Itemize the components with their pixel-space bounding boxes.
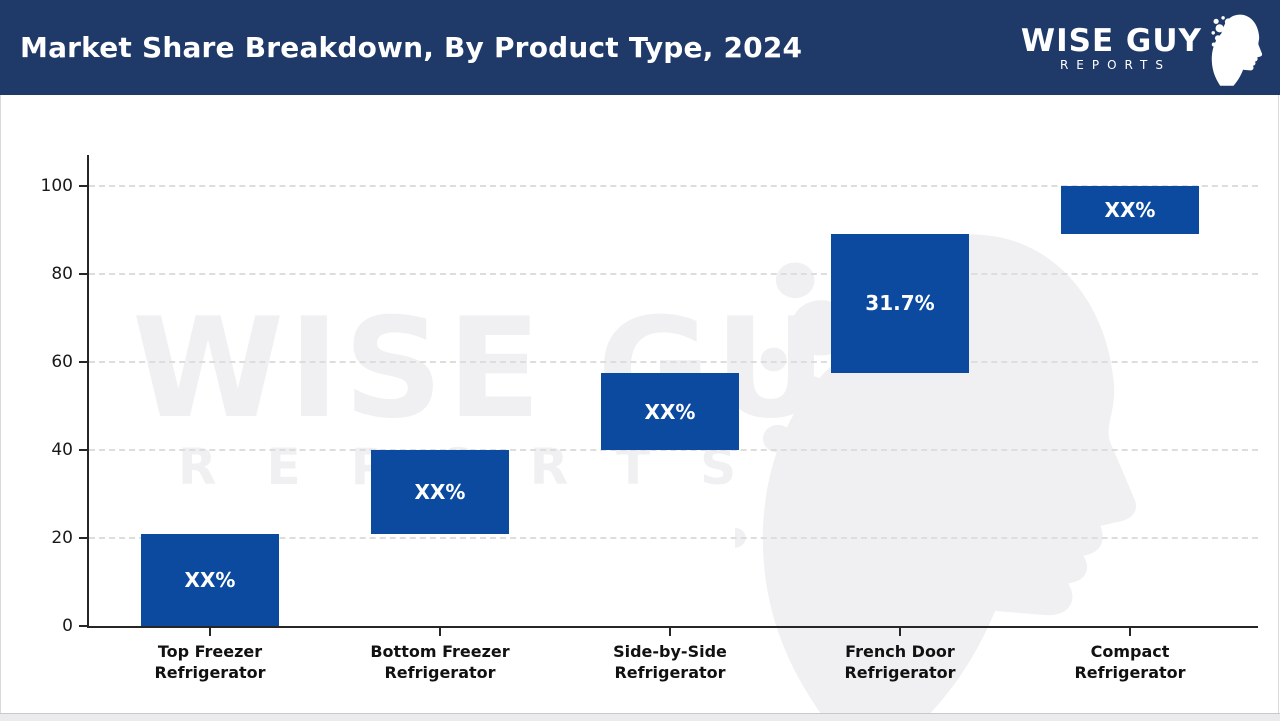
figure-left-border (0, 95, 1, 714)
y-tick-mark-100 (79, 185, 87, 187)
bar-segment: XX% (1061, 186, 1199, 234)
bar-value-label: XX% (644, 399, 696, 424)
bar-segment: 31.7% (831, 233, 969, 373)
y-tick-mark-60 (79, 361, 87, 363)
category-label-line: Top Freezer (157, 642, 263, 661)
y-tick-label-80: 80 (51, 264, 73, 284)
brand-logo-text: WISE GUY REPORTS (1021, 24, 1202, 72)
y-tick-label-40: 40 (51, 440, 73, 460)
y-tick-mark-80 (79, 273, 87, 275)
category-label-line: Compact (1090, 642, 1170, 661)
y-tick-label-100: 100 (40, 176, 73, 196)
x-axis-spine (87, 626, 1258, 628)
y-tick-mark-20 (79, 537, 87, 539)
y-tick-label-60: 60 (51, 352, 73, 372)
category-label-line: Refrigerator (844, 663, 956, 682)
category-label: French Door Refrigerator (780, 641, 1020, 683)
category-label-line: Refrigerator (154, 663, 266, 682)
category-label-line: Bottom Freezer (370, 642, 510, 661)
y-axis-spine (87, 155, 89, 628)
header: Market Share Breakdown, By Product Type,… (0, 0, 1280, 95)
category-label-line: Refrigerator (614, 663, 726, 682)
bar-value-label: 31.7% (865, 291, 935, 316)
bar-segment: XX% (141, 533, 279, 626)
y-tick-mark-40 (79, 449, 87, 451)
footer-strip (0, 713, 1280, 721)
x-tick-mark (669, 628, 671, 636)
brand-logo: WISE GUY REPORTS (1021, 6, 1266, 90)
y-tick-mark-0 (79, 625, 87, 627)
category-label: Top Freezer Refrigerator (90, 641, 330, 683)
bar-segment: XX% (601, 373, 739, 450)
gridline-100 (89, 185, 1258, 187)
figure-right-border (1278, 95, 1279, 714)
y-tick-label-0: 0 (62, 616, 73, 636)
brand-reports-text: REPORTS (1059, 58, 1171, 72)
brand-head-profile-icon (1211, 14, 1263, 86)
gridline-40 (89, 449, 1258, 451)
y-tick-label-20: 20 (51, 528, 73, 548)
brand-wordmark: WISE GUY (1020, 23, 1202, 59)
page-title: Market Share Breakdown, By Product Type,… (20, 31, 803, 64)
category-label: Compact Refrigerator (1010, 641, 1250, 683)
bar-segment: XX% (371, 450, 509, 534)
category-label: Side-by-Side Refrigerator (550, 641, 790, 683)
x-tick-mark (209, 628, 211, 636)
category-label-line: Refrigerator (384, 663, 496, 682)
x-tick-mark (439, 628, 441, 636)
bar-value-label: XX% (414, 479, 466, 504)
x-tick-mark (1129, 628, 1131, 636)
gridline-80 (89, 273, 1258, 275)
chart-area: 0 20 40 60 80 100 XX% XX% XX% 31.7% XX% Top Freez… (0, 95, 1280, 720)
category-label-line: French Door (845, 642, 955, 661)
bar-value-label: XX% (1104, 197, 1156, 222)
gridline-60 (89, 361, 1258, 363)
bar-value-label: XX% (184, 567, 236, 592)
category-label: Bottom Freezer Refrigerator (320, 641, 560, 683)
category-label-line: Side-by-Side (613, 642, 727, 661)
x-tick-mark (899, 628, 901, 636)
category-label-line: Refrigerator (1074, 663, 1186, 682)
gridline-20 (89, 537, 1258, 539)
